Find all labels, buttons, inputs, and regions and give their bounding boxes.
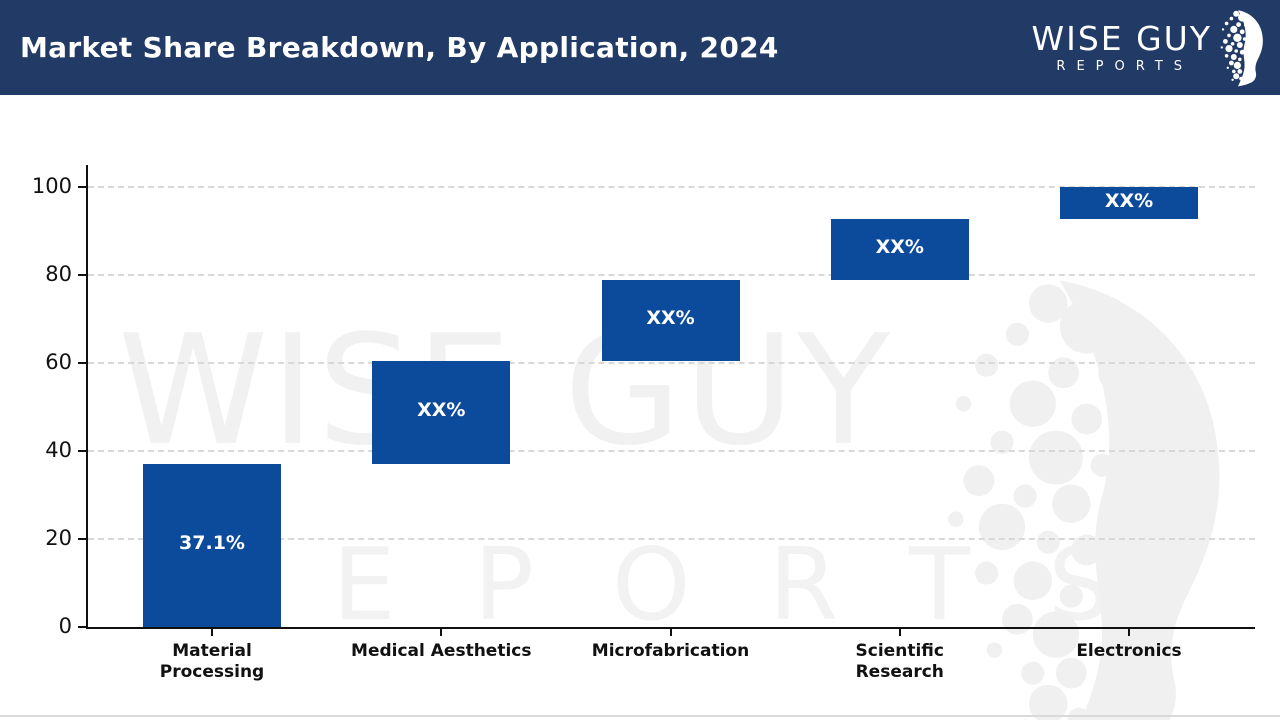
x-axis-label-line: Processing <box>159 662 265 683</box>
gridline-60 <box>88 362 1255 364</box>
y-tick-label: 0 <box>58 614 72 638</box>
gridline-40 <box>88 450 1255 452</box>
y-tick-mark <box>78 626 86 628</box>
x-axis-line <box>86 627 1255 629</box>
watermark-reports-text: REPORTS <box>185 526 1190 643</box>
bar-value-label: 37.1% <box>179 532 245 555</box>
x-tick-mark <box>669 629 672 636</box>
logo-wiseguy-label: WISE GUY <box>1031 19 1212 58</box>
x-axis-label-line: Material <box>172 641 252 661</box>
y-tick-label: 100 <box>31 174 72 198</box>
bar-medical-aesthetics <box>372 360 511 464</box>
bar-material-processing <box>143 463 281 627</box>
bottom-divider <box>0 715 1280 717</box>
logo-text: WISE GUY REPORTS <box>1031 22 1212 74</box>
y-tick-mark <box>78 450 86 452</box>
x-tick-mark <box>440 629 443 636</box>
logo-head-icon <box>1198 9 1272 87</box>
bar-microfabrication <box>601 279 740 361</box>
bar-electronics <box>1060 187 1198 220</box>
x-tick-mark <box>898 629 901 636</box>
x-axis-label-line: Medical Aesthetics <box>351 641 532 661</box>
gridline-100 <box>88 186 1255 188</box>
x-tick-mark <box>1128 629 1130 636</box>
page-title: Market Share Breakdown, By Application, … <box>20 31 779 64</box>
header-bar: Market Share Breakdown, By Application, … <box>0 0 1280 95</box>
gridline-20 <box>88 538 1255 540</box>
y-tick-mark <box>78 362 86 364</box>
x-axis-label-electronics: Electronics <box>1076 641 1181 662</box>
y-axis-line <box>86 165 88 629</box>
x-axis-label-microfabrication: Microfabrication <box>592 641 749 662</box>
bar-value-label: XX% <box>646 307 695 330</box>
y-tick-label: 40 <box>45 438 72 462</box>
bar-value-label: XX% <box>417 399 466 422</box>
x-axis-label-medical-aesthetics: Medical Aesthetics <box>351 641 531 662</box>
wise-guy-reports-logo: WISE GUY REPORTS <box>1031 8 1272 88</box>
logo-reports-label: REPORTS <box>1056 59 1194 74</box>
x-axis-label-line: Scientific <box>855 641 944 661</box>
background-watermark: WISE GUY REPORTS <box>0 95 1280 720</box>
y-tick-mark <box>78 538 86 540</box>
x-tick-mark <box>211 629 213 636</box>
y-tick-mark <box>78 186 86 188</box>
bar-scientific-research <box>830 219 969 280</box>
y-tick-mark <box>78 274 86 276</box>
y-tick-label: 60 <box>45 350 72 374</box>
plot-area: 0 20 40 60 80 100 37.1% Material Processing XX% Me… <box>32 165 1255 682</box>
bar-value-label: XX% <box>875 236 924 259</box>
gridline-80 <box>88 274 1255 276</box>
x-axis-label-material-processing: Material Processing <box>160 641 264 684</box>
x-axis-label-line: Microfabrication <box>591 641 750 661</box>
x-axis-label-scientific-research: Scientific Research <box>856 641 944 684</box>
x-axis-label-line: Electronics <box>1076 641 1182 661</box>
y-tick-label: 20 <box>45 526 72 550</box>
bar-value-label: XX% <box>1104 190 1154 213</box>
x-axis-label-line: Research <box>855 662 944 683</box>
y-tick-label: 80 <box>45 262 72 286</box>
